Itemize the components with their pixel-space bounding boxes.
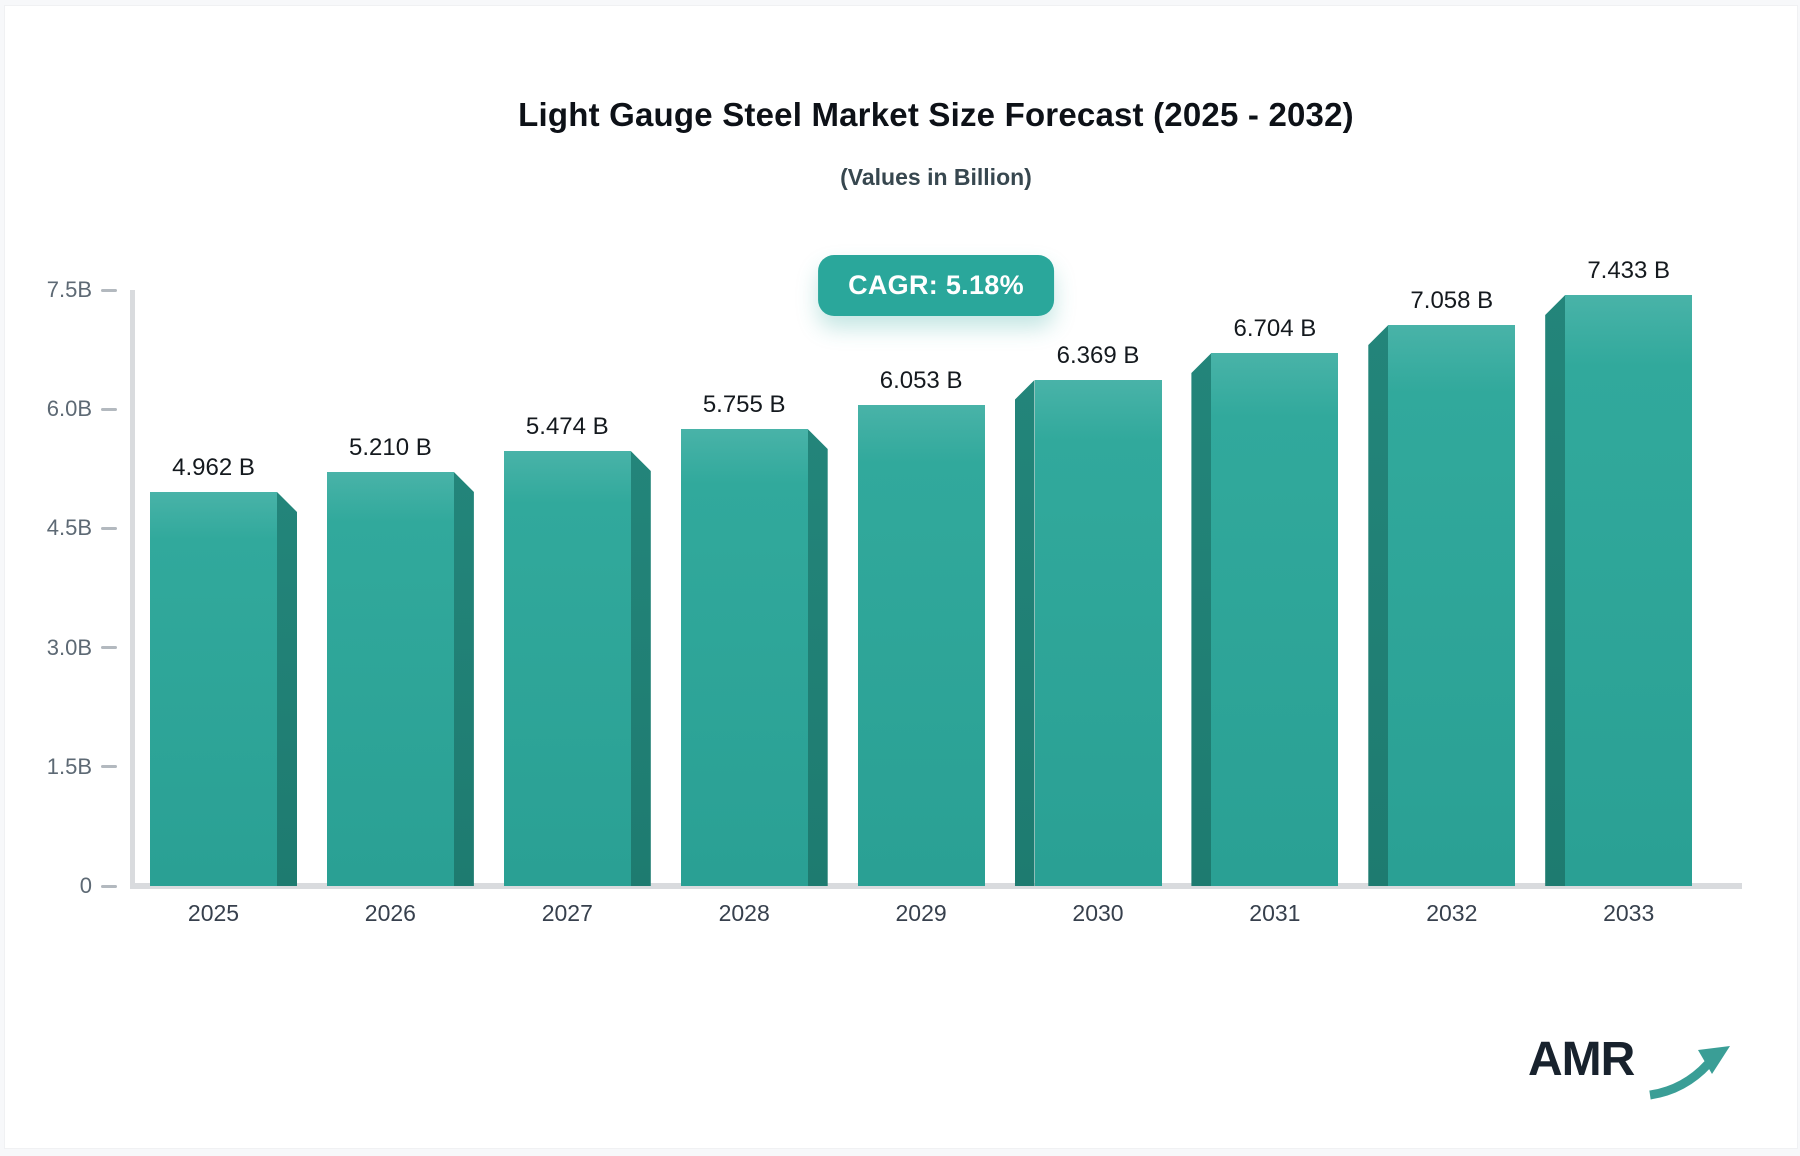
bar-2029 <box>857 405 985 886</box>
bar-side-face <box>277 492 297 886</box>
x-tick-label-2027: 2027 <box>541 900 593 926</box>
bar-2030 <box>1034 380 1162 886</box>
cagr-badge-label: CAGR: 5.18% <box>848 270 1024 300</box>
amr-logo-text: AMR <box>1528 1033 1635 1086</box>
cagr-badge: CAGR: 5.18% <box>818 255 1054 316</box>
y-tick-mark <box>101 526 117 530</box>
y-axis-line <box>130 290 135 888</box>
bar-value-label: 5.210 B <box>349 434 432 461</box>
x-tick-label-2033: 2033 <box>1603 900 1655 926</box>
bar-2028 <box>680 429 808 886</box>
y-tick-mark <box>101 884 117 888</box>
y-tick-mark <box>101 646 117 650</box>
bar-value-label: 7.433 B <box>1587 257 1671 284</box>
trending-up-arrow-icon <box>1649 1046 1730 1100</box>
x-tick-label-2026: 2026 <box>364 900 416 926</box>
bar-2033 <box>1565 295 1693 886</box>
x-tick-label-2028: 2028 <box>718 900 770 926</box>
bar-2026 <box>326 472 454 886</box>
x-axis-baseline <box>130 883 1742 889</box>
bar-value-label: 5.474 B <box>525 413 609 440</box>
y-tick-label: 1.5B <box>46 753 92 779</box>
bar-value-label: 6.704 B <box>1233 315 1317 342</box>
bar-2032 <box>1388 325 1516 886</box>
bar-side-face <box>807 429 828 886</box>
bar-side-face <box>453 472 474 886</box>
page-subtitle: (Values in Billion) <box>840 164 1032 190</box>
bar-value-label: 7.058 B <box>1410 287 1494 314</box>
bar-side-face <box>1191 353 1212 886</box>
bar-value-label: 4.962 B <box>172 454 255 481</box>
bar-side-face <box>1545 295 1566 886</box>
bar-side-face <box>1014 380 1035 886</box>
y-tick-mark <box>101 288 117 292</box>
y-tick-mark <box>101 765 117 769</box>
bar-2027 <box>503 451 631 886</box>
y-tick-label: 7.5B <box>46 277 92 302</box>
bar-value-label: 6.053 B <box>879 367 963 394</box>
x-tick-label-2031: 2031 <box>1249 900 1301 926</box>
bar-side-face <box>1368 325 1389 886</box>
x-tick-label-2029: 2029 <box>895 900 947 926</box>
bar-side-face <box>630 451 651 886</box>
bar-value-label: 6.369 B <box>1056 342 1140 369</box>
bar-2031 <box>1211 353 1339 886</box>
x-tick-label-2030: 2030 <box>1072 900 1124 926</box>
y-tick-label: 3.0B <box>46 634 92 660</box>
x-tick-label-2025: 2025 <box>187 900 240 926</box>
bar-2025 <box>150 492 277 886</box>
page-title: Light Gauge Steel Market Size Forecast (… <box>518 96 1354 133</box>
x-tick-label-2032: 2032 <box>1426 900 1478 926</box>
bar-value-label: 5.755 B <box>702 391 786 418</box>
y-tick-label: 4.5B <box>46 515 92 541</box>
y-tick-mark <box>101 407 117 411</box>
y-tick-label: 0 <box>79 873 92 898</box>
y-tick-label: 6.0B <box>46 396 92 422</box>
amr-logo: AMR <box>1528 1032 1730 1110</box>
